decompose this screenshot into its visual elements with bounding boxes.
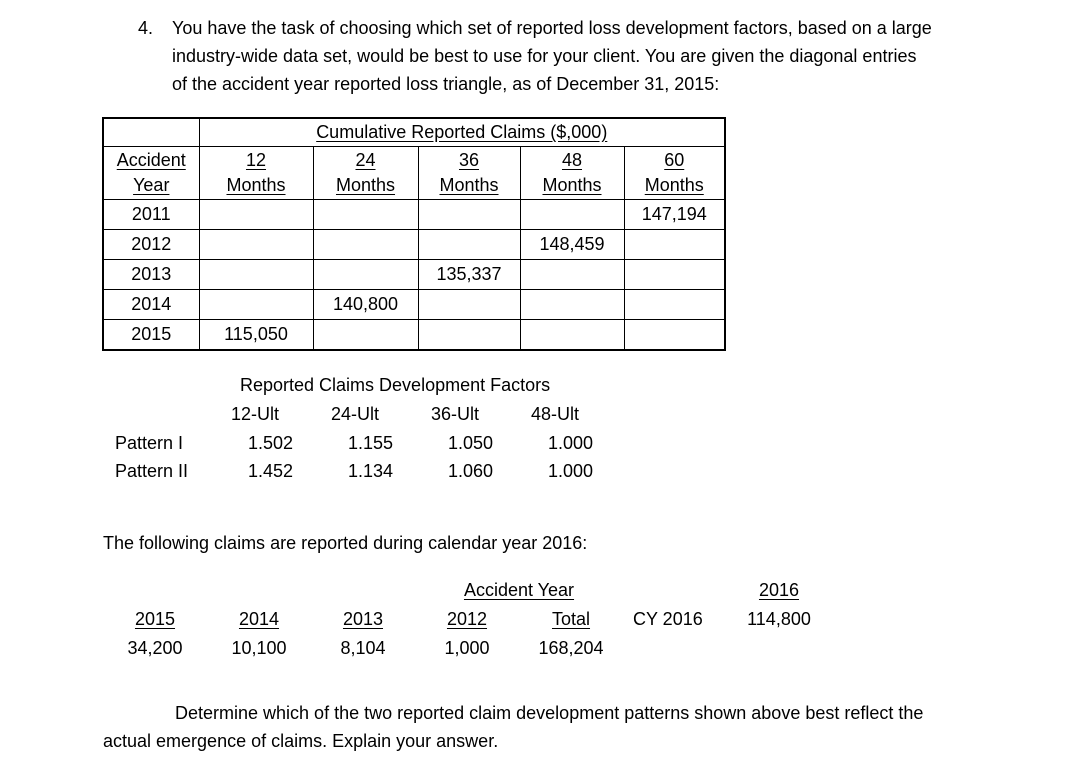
row-header-cell: Accident Year <box>102 146 200 200</box>
claims-cell <box>417 289 521 320</box>
claims-cell <box>519 319 625 351</box>
col-header-36-months: 36 Months <box>417 146 521 200</box>
factors-header-36-ult: 36-Ult <box>430 403 479 424</box>
row-header-line-2: Year <box>133 175 170 195</box>
question-number: 4. <box>138 18 154 38</box>
year-cell: 2012 <box>102 229 200 260</box>
cy-header-2016: 2016 <box>758 580 800 600</box>
cy-header-2012: 2012 <box>446 609 488 629</box>
table-row: 2012 148,459 <box>102 229 726 260</box>
claims-cell: 135,337 <box>417 259 521 290</box>
claims-table-title: Cumulative Reported Claims ($,000) <box>316 122 608 142</box>
closing-line-1: Determine which of the two reported clai… <box>175 703 924 723</box>
row-header-line-1: Accident <box>116 150 186 170</box>
claims-cell <box>623 229 726 260</box>
claims-cell: 140,800 <box>312 289 419 320</box>
factors-header-12-ult: 12-Ult <box>230 403 279 424</box>
claims-cell <box>312 199 419 230</box>
factors-header-48-ult: 48-Ult <box>530 403 579 424</box>
claims-cell: 148,459 <box>519 229 625 260</box>
cy-header-2014: 2014 <box>238 609 280 629</box>
factor-value: 1.134 <box>347 461 393 482</box>
factor-value: 1.155 <box>347 432 393 453</box>
col-header-12-months: 12 Months <box>198 146 314 200</box>
claims-cell: 147,194 <box>623 199 726 230</box>
year-cell: 2013 <box>102 259 200 290</box>
claims-cell <box>198 289 314 320</box>
factor-value: 1.000 <box>547 432 593 453</box>
claims-cell <box>312 319 419 351</box>
factors-header-24-ult: 24-Ult <box>330 403 379 424</box>
cy-value: 8,104 <box>340 638 386 658</box>
claims-cell <box>417 199 521 230</box>
cy2016-row-label: CY 2016 <box>633 609 703 629</box>
claims-cell <box>519 289 625 320</box>
accident-year-group-header: Accident Year <box>463 580 575 600</box>
col-header-60-months: 60 Months <box>623 146 726 200</box>
question-paragraph: 4. You have the task of choosing which se… <box>138 14 932 98</box>
factor-value: 1.060 <box>447 461 493 482</box>
claims-cell: 115,050 <box>198 319 314 351</box>
claims-cell <box>198 259 314 290</box>
table-title-row: Cumulative Reported Claims ($,000) <box>102 117 726 147</box>
closing-paragraph: Determine which of the two reported clai… <box>103 699 923 755</box>
factor-value: 1.000 <box>547 461 593 482</box>
cy-value: 1,000 <box>444 638 490 658</box>
cy-value: 114,800 <box>747 609 811 629</box>
question-line-3: of the accident year reported loss trian… <box>172 74 720 94</box>
cy-header-2013: 2013 <box>342 609 384 629</box>
table-row: 2011 147,194 <box>102 199 726 230</box>
col-header-48-months: 48 Months <box>519 146 625 200</box>
claims-cell <box>312 259 419 290</box>
factors-table: 12-Ult 24-Ult 36-Ult 48-Ult Pattern I 1.… <box>103 400 605 486</box>
cy-header-total: Total <box>551 609 591 629</box>
col-header-24-months: 24 Months <box>312 146 419 200</box>
factor-value: 1.452 <box>247 461 293 482</box>
year-cell: 2011 <box>102 199 200 230</box>
pattern-1-label: Pattern I <box>115 432 184 453</box>
question-line-2: industry-wide data set, would be best to… <box>172 46 917 66</box>
cumulative-claims-table: Cumulative Reported Claims ($,000) Accid… <box>102 117 726 351</box>
claims-table-title-cell: Cumulative Reported Claims ($,000) <box>198 117 726 147</box>
claims-cell <box>417 229 521 260</box>
factors-table-title: Reported Claims Development Factors <box>240 375 551 395</box>
claims-cell <box>623 259 726 290</box>
question-line-1: You have the task of choosing which set … <box>172 18 932 38</box>
claims-cell <box>198 229 314 260</box>
claims-cell <box>198 199 314 230</box>
table-header-row: Accident Year 12 Months 24 Months 36 Mon… <box>102 146 726 200</box>
claims-cell <box>312 229 419 260</box>
table-row: 2013 135,337 <box>102 259 726 290</box>
corner-cell <box>102 117 200 147</box>
table-row: 2014 140,800 <box>102 289 726 320</box>
claims-cell <box>623 289 726 320</box>
cy2016-table: Accident Year 2016 2015 2014 2013 2012 T… <box>103 576 831 663</box>
factor-value: 1.502 <box>247 432 293 453</box>
cy-header-2015: 2015 <box>134 609 176 629</box>
factor-value: 1.050 <box>447 432 493 453</box>
claims-cell <box>519 199 625 230</box>
cy-value: 34,200 <box>127 638 183 658</box>
pattern-2-label: Pattern II <box>115 461 189 482</box>
closing-line-2: actual emergence of claims. Explain your… <box>103 731 499 751</box>
claims-cell <box>623 319 726 351</box>
cy2016-paragraph: The following claims are reported during… <box>103 533 588 553</box>
year-cell: 2015 <box>102 319 200 351</box>
table-row: 2015 115,050 <box>102 319 726 351</box>
claims-cell <box>519 259 625 290</box>
claims-cell <box>417 319 521 351</box>
year-cell: 2014 <box>102 289 200 320</box>
cy-value-total: 168,204 <box>538 638 604 658</box>
cy-value: 10,100 <box>231 638 287 658</box>
